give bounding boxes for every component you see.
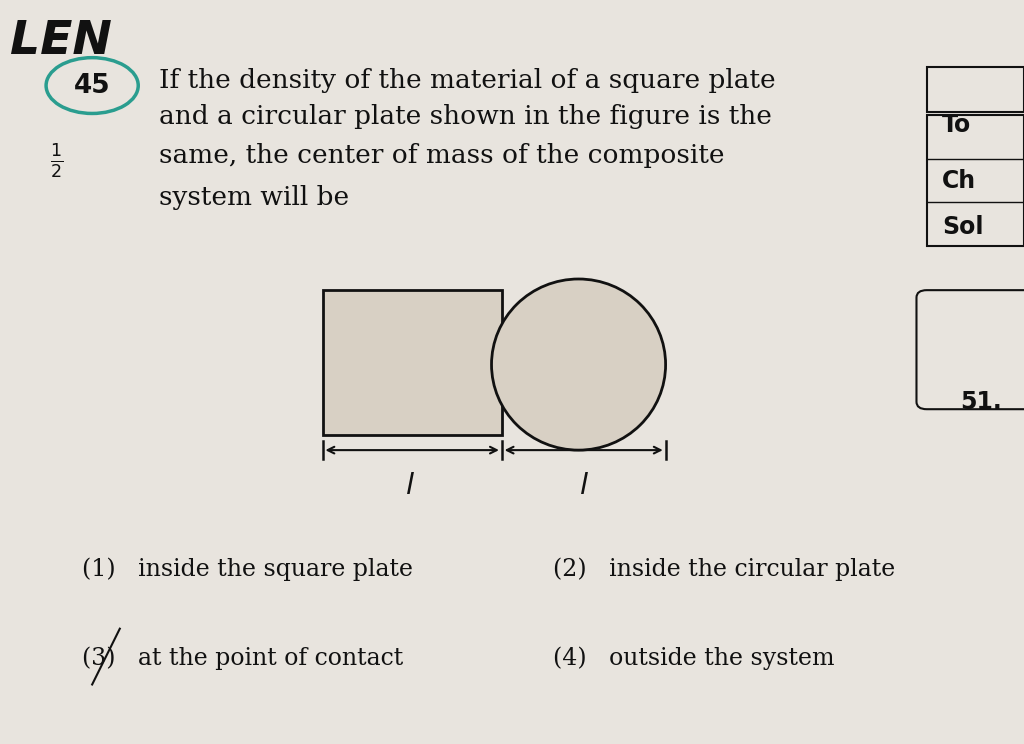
Text: (4)   outside the system: (4) outside the system <box>553 647 835 670</box>
Text: To: To <box>942 113 972 137</box>
Bar <box>927 115 1024 246</box>
Bar <box>927 67 1024 112</box>
Text: If the density of the material of a square plate: If the density of the material of a squa… <box>159 68 775 94</box>
Text: Ch: Ch <box>942 169 976 193</box>
Text: $l$: $l$ <box>404 472 415 501</box>
Bar <box>323 290 502 435</box>
FancyBboxPatch shape <box>916 290 1024 409</box>
Text: same, the center of mass of the composite: same, the center of mass of the composit… <box>159 143 724 168</box>
Text: LEN: LEN <box>10 19 112 63</box>
Text: 51.: 51. <box>961 390 1001 414</box>
Text: 45: 45 <box>74 73 111 98</box>
Text: $\frac{1}{2}$: $\frac{1}{2}$ <box>50 143 62 180</box>
Text: $l$: $l$ <box>579 472 589 501</box>
Ellipse shape <box>492 279 666 450</box>
Text: (3)   at the point of contact: (3) at the point of contact <box>82 647 403 670</box>
Text: and a circular plate shown in the figure is the: and a circular plate shown in the figure… <box>159 104 772 129</box>
Text: (1)   inside the square plate: (1) inside the square plate <box>82 557 413 581</box>
Text: system will be: system will be <box>159 185 349 210</box>
Text: Sol: Sol <box>942 215 984 239</box>
Text: (2)   inside the circular plate: (2) inside the circular plate <box>553 557 895 581</box>
